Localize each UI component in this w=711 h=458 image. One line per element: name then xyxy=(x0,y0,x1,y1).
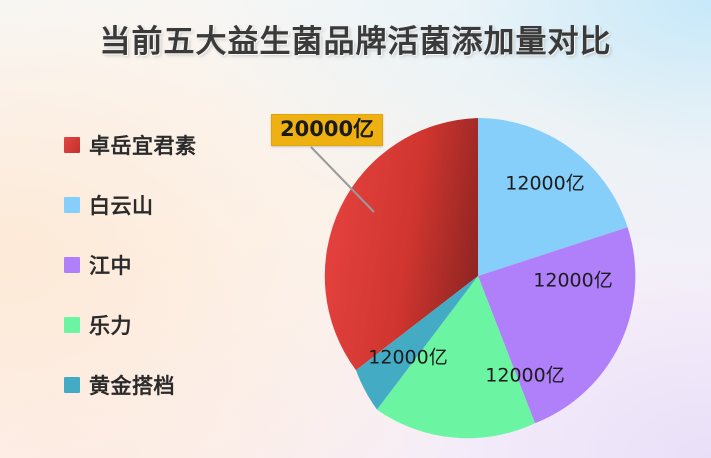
pie-slice-label-jiangzhong: 12000亿 xyxy=(533,270,612,292)
legend-item-zhuoyueyijunsu[interactable]: 卓岳宜君素 xyxy=(64,132,264,158)
page-title: 当前五大益生菌品牌活菌添加量对比 xyxy=(99,24,612,60)
pie-slice-leli[interactable] xyxy=(377,276,535,439)
chart-legend: 卓岳宜君素 白云山 江中 乐力 黄金搭档 xyxy=(64,132,264,432)
pie-slice-callout-zhuoyueyijunsu[interactable]: 20000亿 xyxy=(271,114,384,147)
pie-slice-huangjindadang[interactable] xyxy=(356,276,478,410)
legend-item-baiyunshan[interactable]: 白云山 xyxy=(64,192,264,218)
pie-slice-jiangzhong[interactable] xyxy=(478,227,636,424)
pie-slice-label-huangjindadang: 12000亿 xyxy=(368,347,447,369)
legend-swatch-icon xyxy=(64,317,80,333)
legend-swatch-icon xyxy=(64,197,80,213)
legend-swatch-icon xyxy=(64,137,80,153)
legend-item-label: 黄金搭档 xyxy=(89,374,175,398)
legend-item-huangjindadang[interactable]: 黄金搭档 xyxy=(64,372,264,398)
legend-swatch-icon xyxy=(64,377,80,393)
legend-item-label: 白云山 xyxy=(89,194,154,218)
legend-item-jiangzhong[interactable]: 江中 xyxy=(64,252,264,278)
pie-slice-baiyunshan[interactable] xyxy=(478,118,628,276)
legend-item-label: 江中 xyxy=(89,254,132,278)
legend-item-label: 卓岳宜君素 xyxy=(89,134,197,158)
legend-item-leli[interactable]: 乐力 xyxy=(64,312,264,338)
pie-chart-svg: 12000亿 12000亿 12000亿 12000亿 xyxy=(324,118,636,439)
pie-slice-label-leli: 12000亿 xyxy=(485,365,564,387)
legend-item-label: 乐力 xyxy=(89,314,132,338)
legend-swatch-icon xyxy=(64,257,80,273)
pie-chart: 12000亿 12000亿 12000亿 12000亿 xyxy=(320,118,636,439)
pie-slice-label-baiyunshan: 12000亿 xyxy=(505,173,584,195)
